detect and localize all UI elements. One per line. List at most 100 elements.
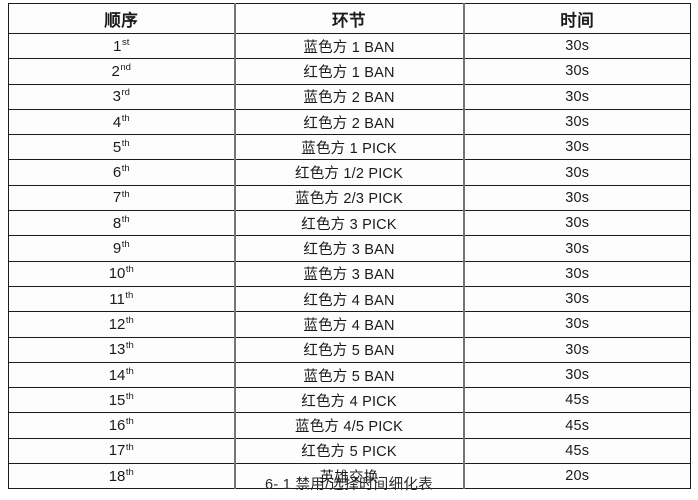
cell-order: 16th bbox=[8, 412, 236, 439]
cell-phase: 红色方 2 BAN bbox=[233, 108, 465, 136]
order-suffix: th bbox=[125, 340, 134, 352]
table-row: 8th 红色方 3 PICK 30s bbox=[8, 210, 691, 237]
order-suffix: rd bbox=[121, 87, 130, 99]
cell-phase: 红色方 3 PICK bbox=[233, 210, 465, 237]
cell-order: 14th bbox=[8, 361, 236, 389]
cell-order: 13th bbox=[8, 336, 236, 363]
cell-order: 2nd bbox=[8, 58, 236, 85]
order-number: 1 bbox=[113, 37, 122, 55]
table-caption: 6- 1 禁用/选择时间细化表 bbox=[264, 477, 434, 493]
table-row: 6th 红色方 1/2 PICK 30s bbox=[8, 159, 691, 186]
order-suffix: th bbox=[121, 112, 130, 124]
cell-time: 30s bbox=[462, 235, 691, 262]
order-number: 3 bbox=[112, 88, 121, 106]
order-suffix: th bbox=[125, 390, 134, 402]
order-number: 8 bbox=[112, 214, 122, 232]
table-row: 11th 红色方 4 BAN 30s bbox=[8, 285, 691, 313]
table-row: 7th 蓝色方 2/3 PICK 30s bbox=[8, 184, 691, 212]
cell-time: 30s bbox=[462, 260, 691, 287]
column-header-order: 顺序 bbox=[8, 3, 236, 34]
order-number: 7 bbox=[112, 189, 122, 207]
order-suffix: th bbox=[121, 239, 130, 251]
cell-time: 30s bbox=[462, 108, 691, 136]
table-row: 13th 红色方 5 BAN 30s bbox=[8, 336, 691, 363]
table-row: 2nd 红色方 1 BAN 30s bbox=[8, 58, 691, 85]
cell-time: 30s bbox=[462, 134, 691, 161]
cell-order: 8th bbox=[8, 210, 236, 237]
cell-time: 30s bbox=[462, 336, 691, 363]
table-body: 1st 蓝色方 1 BAN 30s 2nd 红色方 1 BAN 30s 3rd 蓝色方 2 B… bbox=[8, 32, 691, 490]
order-suffix: th bbox=[125, 315, 134, 327]
table-row: 5th 蓝色方 1 PICK 30s bbox=[8, 134, 691, 161]
order-number: 16 bbox=[108, 417, 126, 435]
order-suffix: th bbox=[125, 416, 134, 428]
table-row: 17th 红色方 5 PICK 45s bbox=[8, 437, 691, 465]
cell-phase: 红色方 3 BAN bbox=[233, 235, 465, 262]
column-header-phase: 环节 bbox=[233, 3, 465, 34]
cell-phase: 红色方 5 PICK bbox=[233, 437, 465, 465]
table-row: 16th 蓝色方 4/5 PICK 45s bbox=[8, 412, 691, 439]
order-number: 6 bbox=[112, 164, 122, 182]
cell-order: 18th bbox=[8, 463, 236, 490]
cell-phase: 蓝色方 5 BAN bbox=[233, 361, 465, 389]
cell-phase: 红色方 4 PICK bbox=[233, 387, 465, 414]
cell-time: 45s bbox=[462, 437, 691, 465]
table-row: 18th 英雄交换 20s bbox=[8, 463, 691, 490]
cell-time: 30s bbox=[462, 83, 691, 110]
table-row: 9th 红色方 3 BAN 30s bbox=[8, 235, 691, 262]
cell-phase: 红色方 1/2 PICK bbox=[233, 159, 465, 186]
cell-phase: 英雄交换 bbox=[233, 463, 465, 490]
order-number: 5 bbox=[112, 138, 122, 156]
table-row: 1st 蓝色方 1 BAN 30s bbox=[8, 32, 691, 60]
table-row: 12th 蓝色方 4 BAN 30s bbox=[8, 311, 691, 338]
order-suffix: st bbox=[121, 36, 130, 48]
order-number: 11 bbox=[109, 290, 125, 308]
order-suffix: th bbox=[125, 264, 134, 276]
cell-order: 12th bbox=[8, 311, 236, 338]
cell-order: 15th bbox=[8, 387, 236, 414]
cell-phase: 红色方 1 BAN bbox=[233, 58, 465, 85]
cell-order: 9th bbox=[8, 235, 236, 262]
order-number: 14 bbox=[108, 366, 126, 384]
order-number: 9 bbox=[112, 240, 122, 258]
cell-order: 10th bbox=[8, 260, 236, 287]
cell-time: 45s bbox=[462, 412, 691, 439]
table-header-row: 顺序 环节 时间 bbox=[8, 3, 691, 34]
cell-order: 4th bbox=[8, 108, 236, 136]
cell-time: 30s bbox=[462, 159, 691, 186]
order-suffix: th bbox=[125, 289, 134, 301]
order-number: 13 bbox=[108, 341, 126, 359]
table-header: 顺序 环节 时间 bbox=[8, 3, 691, 34]
cell-order: 5th bbox=[8, 134, 236, 161]
cell-time: 30s bbox=[462, 311, 691, 338]
order-suffix: th bbox=[125, 441, 134, 453]
cell-time: 20s bbox=[462, 463, 691, 490]
cell-order: 7th bbox=[8, 184, 236, 212]
order-suffix: th bbox=[125, 365, 134, 377]
cell-time: 30s bbox=[462, 184, 691, 212]
order-number: 12 bbox=[108, 315, 126, 333]
cell-phase: 蓝色方 2/3 PICK bbox=[233, 184, 465, 212]
cell-phase: 蓝色方 4/5 PICK bbox=[233, 412, 465, 439]
cell-phase: 红色方 5 BAN bbox=[233, 336, 465, 363]
table-row: 15th 红色方 4 PICK 45s bbox=[8, 387, 691, 414]
cell-time: 30s bbox=[462, 32, 691, 60]
cell-time: 30s bbox=[462, 210, 691, 237]
cell-phase: 蓝色方 2 BAN bbox=[233, 83, 465, 110]
cell-phase: 蓝色方 1 BAN bbox=[233, 32, 465, 60]
cell-order: 17th bbox=[8, 437, 236, 465]
table-row: 10th 蓝色方 3 BAN 30s bbox=[8, 260, 691, 287]
cell-order: 1st bbox=[8, 32, 236, 60]
cell-order: 6th bbox=[8, 159, 236, 186]
order-suffix: th bbox=[121, 188, 130, 200]
column-header-time: 时间 bbox=[462, 3, 691, 34]
table-row: 4th 红色方 2 BAN 30s bbox=[8, 108, 691, 136]
order-suffix: th bbox=[125, 466, 134, 478]
order-suffix: th bbox=[121, 138, 130, 149]
order-number: 2 bbox=[111, 62, 120, 80]
order-number: 4 bbox=[112, 113, 122, 131]
order-suffix: nd bbox=[120, 62, 131, 74]
table-row: 14th 蓝色方 5 BAN 30s bbox=[8, 361, 691, 389]
order-number: 15 bbox=[108, 391, 126, 409]
